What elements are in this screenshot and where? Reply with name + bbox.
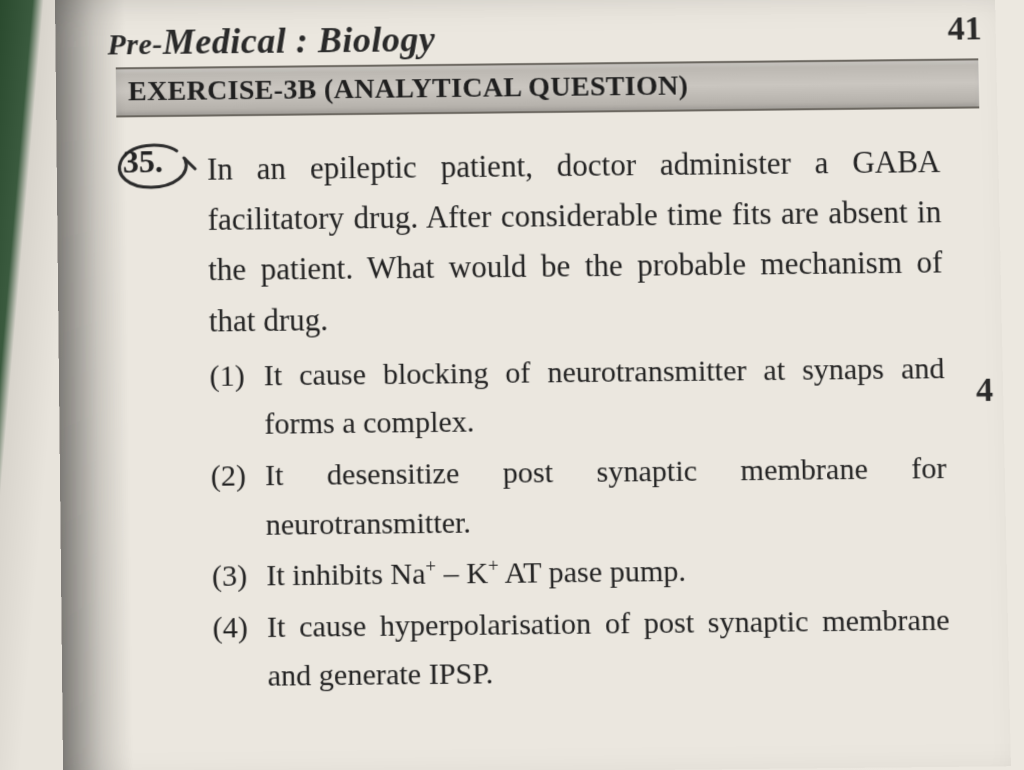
question-stem: In an epileptic patient, doctor administ… (207, 137, 944, 347)
option-text: It inhibits Na+ – K+ AT pase pump. (266, 545, 949, 601)
option-text: It desensitize post synaptic membrane fo… (265, 445, 948, 550)
question-number: 35. (123, 143, 163, 181)
option-2: (2) It desensitize post synaptic membran… (210, 445, 947, 551)
textbook-page: Pre-Medical : Biology 41 EXERCISE-3B (AN… (55, 0, 1011, 770)
cropped-page-fragment: 4 (976, 372, 994, 410)
option-4: (4) It cause hyperpolarisation of post s… (212, 596, 951, 702)
title-prefix: Pre- (107, 28, 163, 62)
page-number: 41 (947, 10, 982, 48)
book-series-title: Pre-Medical : Biology (107, 12, 978, 63)
option-1: (1) It cause blocking of neurotransmitte… (209, 345, 946, 451)
question-stem-text: In an epileptic patient, doctor administ… (207, 137, 944, 347)
options-list: (1) It cause blocking of neurotransmitte… (209, 345, 951, 703)
option-number: (3) (212, 552, 267, 602)
option-text: It cause blocking of neurotransmitter at… (263, 345, 945, 450)
option-number: (2) (210, 452, 266, 551)
question-block: 35. In an epileptic patient, doctor admi… (117, 136, 992, 703)
exercise-section-label: EXERCISE-3B (ANALYTICAL QUESTION) (128, 70, 689, 108)
exercise-section-bar: EXERCISE-3B (ANALYTICAL QUESTION) (116, 58, 980, 117)
option-number: (1) (209, 352, 264, 451)
title-main: Medical : Biology (163, 19, 436, 62)
option-text: It cause hyperpolarisation of post synap… (267, 596, 951, 702)
option-3: (3) It inhibits Na+ – K+ AT pase pump. (212, 545, 949, 602)
question-number-circle: 35. (111, 141, 198, 198)
option-number: (4) (212, 603, 268, 702)
